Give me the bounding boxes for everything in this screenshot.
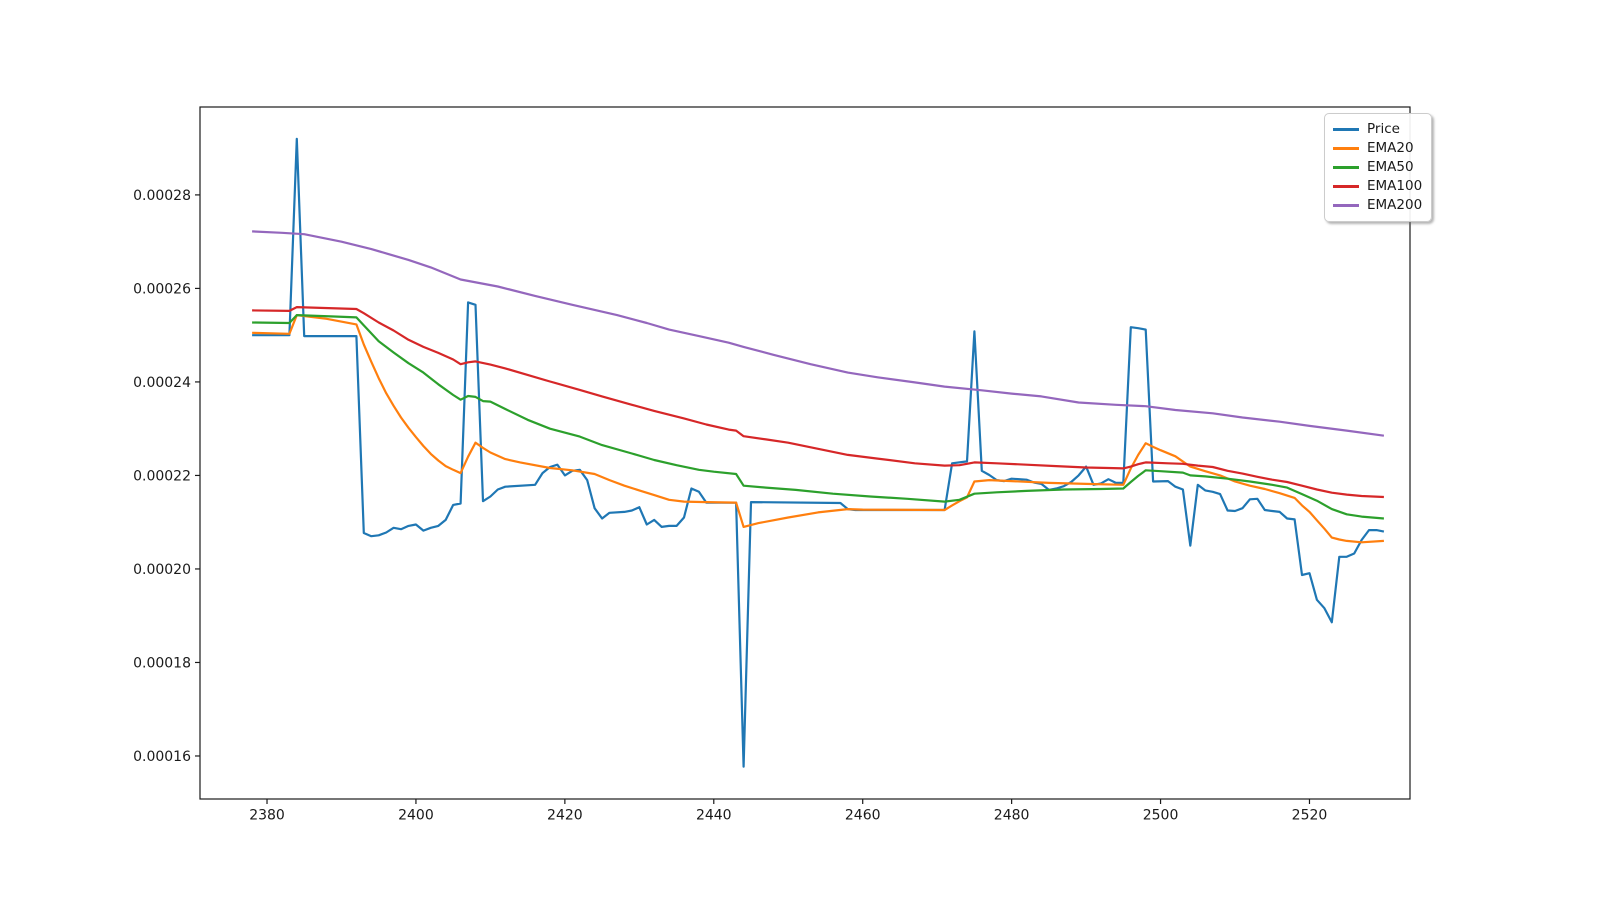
legend-line-sample-ema200: [1333, 204, 1359, 207]
y-tick-label: 0.00018: [133, 655, 191, 671]
x-tick-label: 2520: [1292, 808, 1328, 824]
y-tick-label: 0.00020: [133, 562, 191, 578]
legend-label: EMA100: [1367, 178, 1423, 194]
legend-label: Price: [1367, 121, 1400, 137]
price-line: [252, 137, 1385, 768]
x-tick-label: 2440: [696, 808, 732, 824]
legend-item-ema200: EMA200: [1333, 196, 1422, 215]
ema20-line: [252, 314, 1384, 544]
legend-item-ema50: EMA50: [1333, 158, 1422, 177]
ema200-line: [252, 230, 1385, 437]
legend: Price EMA20 EMA50 EMA100 EMA200: [1324, 113, 1433, 222]
y-tick-label: 0.00016: [133, 749, 191, 765]
ema50-line: [252, 314, 1384, 520]
legend-label: EMA200: [1367, 197, 1423, 213]
x-tick-label: 2460: [845, 808, 881, 824]
series-group: [252, 137, 1385, 768]
y-tick-label: 0.00026: [133, 281, 191, 297]
x-tick-label: 2420: [547, 808, 583, 824]
axes-group: 2380 2400 2420 2440 2460 2480 2500 2520 0.00016 0…: [133, 106, 1411, 824]
legend-line-sample-ema50: [1333, 166, 1359, 169]
legend-item-ema20: EMA20: [1333, 139, 1422, 158]
legend-line-sample-price: [1333, 128, 1359, 131]
legend-item-ema100: EMA100: [1333, 177, 1422, 196]
y-tick-label: 0.00022: [133, 468, 191, 484]
y-tick-label: 0.00028: [133, 188, 191, 204]
ema100-line: [252, 306, 1384, 499]
legend-line-sample-ema20: [1333, 147, 1359, 150]
x-tick-label: 2400: [398, 808, 434, 824]
x-tick-label: 2480: [994, 808, 1030, 824]
legend-line-sample-ema100: [1333, 185, 1359, 188]
x-tick-label: 2500: [1143, 808, 1179, 824]
x-tick-label: 2380: [249, 808, 285, 824]
plot-border: [199, 106, 1411, 800]
legend-label: EMA20: [1367, 140, 1414, 156]
y-tick-label: 0.00024: [133, 375, 191, 391]
legend-item-price: Price: [1333, 120, 1422, 139]
legend-label: EMA50: [1367, 159, 1414, 175]
